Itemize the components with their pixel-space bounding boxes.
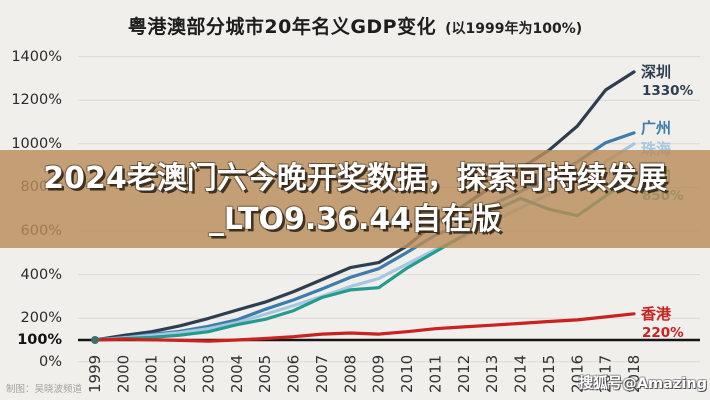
x-tick-label: 2018 — [625, 355, 643, 393]
source-credit: 制图：吴晓波频道 — [6, 384, 83, 395]
series-value-shenzhen: 1330% — [642, 82, 694, 99]
y-tick-label: 1200% — [11, 92, 62, 109]
x-tick-label: 2001 — [143, 355, 161, 393]
x-tick-label: 2007 — [313, 355, 331, 393]
x-tick-label: 2004 — [228, 355, 246, 393]
series-label-guangzhou: 广州 — [641, 118, 672, 137]
chart-title-main: 粤港澳部分城市20年名义GDP变化 — [127, 16, 437, 38]
x-tick-label: 2010 — [398, 355, 416, 393]
overlay-banner: 2024老澳门六今晚开奖数据，探索可持续发展 _LTO9.36.44自在版 — [0, 150, 710, 248]
x-tick-label: 2012 — [455, 355, 473, 393]
x-tick-label: 2009 — [370, 355, 388, 393]
series-label-hongkong: 香港 — [641, 304, 672, 323]
overlay-banner-line1: 2024老澳门六今晚开奖数据，探索可持续发展 — [43, 161, 667, 196]
x-tick-label: 2016 — [568, 355, 586, 393]
x-tick-label: 2002 — [171, 355, 189, 393]
series-value-hongkong: 220% — [642, 324, 684, 341]
x-tick-label: 2011 — [426, 355, 444, 393]
y-tick-label: 1000% — [11, 135, 62, 152]
series-line-hongkong — [93, 312, 636, 343]
x-tick-label: 2008 — [341, 355, 359, 393]
watermark: 搜狐号@Amazing — [578, 376, 707, 392]
y-tick-label: 0% — [38, 353, 62, 370]
x-tick-label: 2014 — [512, 355, 530, 393]
x-tick-label: 2006 — [285, 355, 303, 393]
y-tick-label: 200% — [20, 310, 62, 327]
overlay-banner-line2: _LTO9.36.44自在版 — [208, 202, 502, 237]
x-tick-label: 2015 — [540, 355, 558, 393]
series-label-shenzhen: 深圳 — [641, 62, 672, 81]
chart-title: 粤港澳部分城市20年名义GDP变化 (以1999年为100%) — [0, 12, 710, 39]
x-tick-label: 2017 — [597, 355, 615, 393]
x-tick-label: 2005 — [256, 355, 274, 393]
x-tick-label: 2003 — [199, 355, 217, 393]
x-tick-label: 2000 — [114, 355, 132, 393]
y-tick-label: 100% — [17, 332, 62, 348]
y-tick-label: 400% — [20, 266, 62, 283]
series-start-dot — [91, 336, 99, 344]
y-tick-label: 1400% — [11, 48, 62, 65]
x-tick-label: 1999 — [86, 355, 104, 393]
chart-title-subtitle: (以1999年为100%) — [445, 21, 583, 37]
x-tick-label: 2013 — [483, 355, 501, 393]
